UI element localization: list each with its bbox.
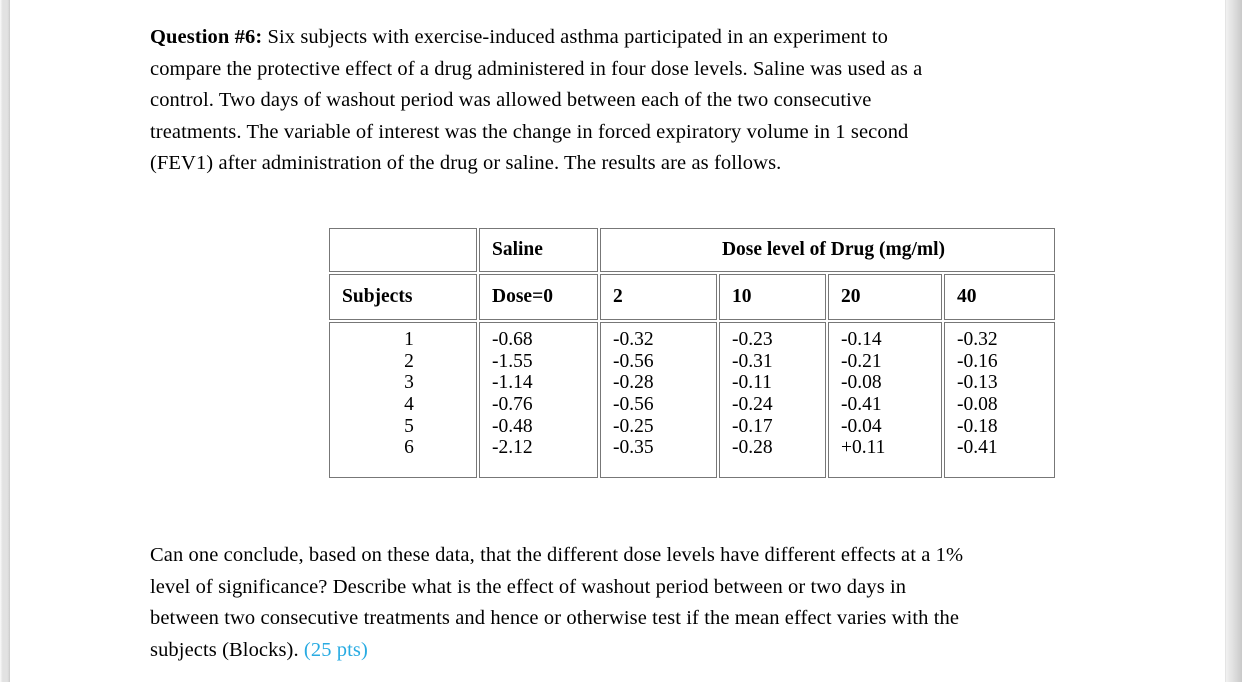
table-header-row: Saline Dose level of Drug (mg/ml) [329,227,1055,272]
subheader-dose10-cell: 10 [719,273,826,320]
closing-paragraph: Can one conclude, based on these data, t… [150,540,1225,666]
dose10-values-cell: -0.23 -0.31 -0.11 -0.24 -0.17 -0.28 [719,321,826,478]
page-edge-right [1225,0,1242,682]
question-line: compare the protective effect of a drug … [150,57,923,80]
results-table: Saline Dose level of Drug (mg/ml) Subjec… [327,226,1057,480]
subheader-dose0-cell: Dose=0 [479,273,598,320]
closing-line-text: subjects (Blocks). [150,638,304,661]
question-line: (FEV1) after administration of the drug … [150,152,782,175]
subheader-dose20-cell: 20 [828,273,942,320]
page-edge-left [0,0,10,682]
question-line: treatments. The variable of interest was… [150,120,909,143]
document-page: Question #6: Six subjects with exercise-… [11,0,1225,682]
dose20-values-cell: -0.14 -0.21 -0.08 -0.41 -0.04 +0.11 [828,321,942,478]
header-empty-cell [329,227,477,272]
closing-line: Can one conclude, based on these data, t… [150,543,964,566]
header-saline-cell: Saline [479,227,598,272]
closing-line: subjects (Blocks). (25 pts) [150,635,1225,667]
subheader-dose40-cell: 40 [944,273,1055,320]
question-line: Question #6: Six subjects with exercise-… [150,22,1225,54]
question-paragraph: Question #6: Six subjects with exercise-… [150,22,1225,180]
closing-line: between two consecutive treatments and h… [150,607,960,630]
question-line-text: Six subjects with exercise-induced asthm… [262,26,888,48]
closing-line: level of significance? Describe what is … [150,575,907,598]
table-subheader-row: Subjects Dose=0 2 10 20 40 [329,273,1055,320]
dose40-values-cell: -0.32 -0.16 -0.13 -0.08 -0.18 -0.41 [944,321,1055,478]
header-drug-cell: Dose level of Drug (mg/ml) [600,227,1055,272]
points-label: (25 pts) [303,638,368,661]
subheader-dose2-cell: 2 [600,273,717,320]
subheader-subjects-cell: Subjects [329,273,477,320]
question-line: control. Two days of washout period was … [150,89,872,112]
question-number-label: Question #6: [150,26,263,48]
saline-values-cell: -0.68 -1.55 -1.14 -0.76 -0.48 -2.12 [479,321,598,478]
dose2-values-cell: -0.32 -0.56 -0.28 -0.56 -0.25 -0.35 [600,321,717,478]
